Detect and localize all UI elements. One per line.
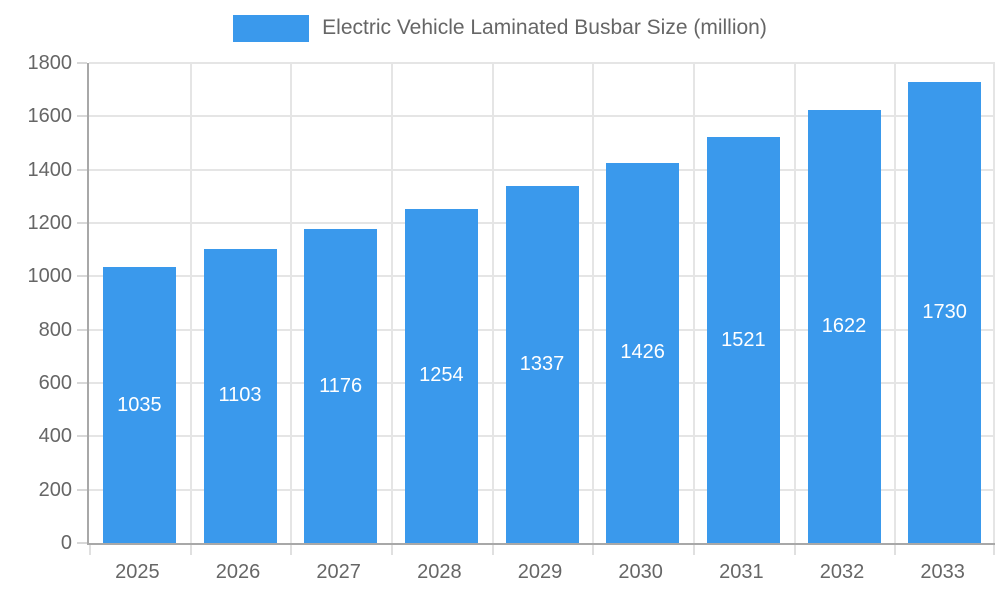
y-axis-tick xyxy=(77,62,87,64)
y-axis-tick xyxy=(77,382,87,384)
x-axis-tick xyxy=(894,545,897,555)
bar: 1622 xyxy=(807,110,881,543)
plot-area: 1035 1103 1176 1254 1337 1426 1521 1622 1730 xyxy=(77,62,995,555)
x-axis-tick-label: 2031 xyxy=(719,561,764,583)
bar-value-label: 1426 xyxy=(620,341,665,364)
h-gridline xyxy=(89,62,995,64)
legend[interactable]: Electric Vehicle Laminated Busbar Size (… xyxy=(0,13,1000,43)
y-axis-tick xyxy=(77,222,87,224)
v-gridline xyxy=(993,63,995,543)
y-axis-tick-label: 1200 xyxy=(27,212,73,234)
y-axis-tick xyxy=(77,328,87,331)
x-axis-tick xyxy=(89,545,91,555)
x-axis-tick xyxy=(290,545,293,555)
bar-value-label: 1176 xyxy=(319,374,363,397)
v-gridline xyxy=(894,63,897,543)
x-axis-tick-label: 2026 xyxy=(215,561,261,583)
x-axis-tick-label: 2027 xyxy=(316,561,361,583)
y-axis-tick xyxy=(77,115,87,118)
v-gridline xyxy=(592,63,595,543)
legend-label: Electric Vehicle Laminated Busbar Size (… xyxy=(322,16,767,39)
y-axis-tick-label: 0 xyxy=(60,532,72,554)
x-axis-tick xyxy=(993,545,995,555)
v-gridline xyxy=(189,63,192,543)
v-gridline xyxy=(693,63,695,543)
y-axis-tick xyxy=(77,542,87,544)
x-axis-tick-label: 2029 xyxy=(517,561,563,583)
bar-value-label: 1521 xyxy=(721,328,766,351)
y-axis-tick xyxy=(77,168,87,171)
x-axis-tick xyxy=(491,545,494,555)
y-axis-tick-label: 400 xyxy=(38,425,72,448)
bar-value-label: 1035 xyxy=(117,393,162,416)
y-axis-tick xyxy=(77,435,87,438)
bar: 1254 xyxy=(404,208,478,543)
y-axis-tick-label: 1800 xyxy=(27,52,73,74)
x-axis-tick-label: 2030 xyxy=(618,561,663,583)
bar: 1035 xyxy=(102,267,176,543)
bar-value-label: 1337 xyxy=(519,353,565,376)
h-gridline xyxy=(89,168,995,171)
v-gridline xyxy=(391,63,393,543)
x-axis-tick-label: 2032 xyxy=(819,561,865,583)
y-axis-tick-label: 1600 xyxy=(27,105,73,128)
y-axis-tick-label: 200 xyxy=(38,478,72,501)
bar-value-label: 1254 xyxy=(419,364,464,387)
y-axis-tick-label: 800 xyxy=(38,318,72,341)
bar: 1521 xyxy=(706,137,780,543)
bar: 1103 xyxy=(203,248,277,543)
legend-swatch xyxy=(233,14,310,42)
v-gridline xyxy=(491,63,494,543)
v-gridline xyxy=(290,63,293,543)
bar: 1337 xyxy=(505,186,579,543)
bar: 1176 xyxy=(304,229,378,543)
bar: 1730 xyxy=(908,81,982,543)
y-axis-tick-label: 1400 xyxy=(27,158,73,181)
bar-value-label: 1622 xyxy=(821,315,867,338)
y-axis-tick xyxy=(77,488,87,491)
x-axis-tick-label: 2033 xyxy=(920,561,965,583)
bar-value-label: 1103 xyxy=(218,384,262,407)
bar: 1426 xyxy=(606,162,680,543)
bar-value-label: 1730 xyxy=(922,300,967,323)
x-axis-tick xyxy=(793,545,796,555)
x-axis-tick xyxy=(189,545,192,555)
v-gridline xyxy=(793,63,796,543)
y-axis-tick-label: 600 xyxy=(38,372,72,394)
y-axis-tick-label: 1000 xyxy=(27,265,73,288)
x-axis-tick xyxy=(391,545,393,555)
x-axis-tick xyxy=(693,545,695,555)
y-axis-tick xyxy=(77,275,87,278)
x-axis-tick-label: 2025 xyxy=(115,561,160,583)
h-gridline xyxy=(89,115,995,118)
x-axis-tick-label: 2028 xyxy=(417,561,462,583)
x-axis-tick xyxy=(592,545,595,555)
